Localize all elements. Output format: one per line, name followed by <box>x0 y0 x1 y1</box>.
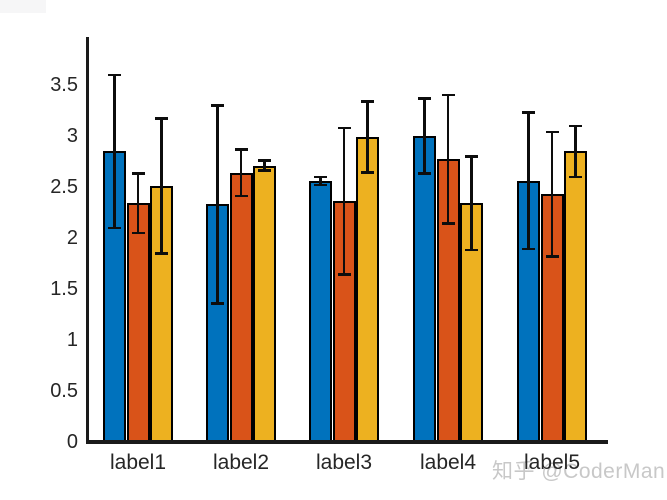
error-bar-cap-top <box>441 93 455 97</box>
error-bar-cap-top <box>337 126 351 130</box>
error-bar-line <box>366 101 369 173</box>
error-bar-cap-top <box>314 175 328 179</box>
error-bar-cap-top <box>568 124 582 128</box>
y-tick-label: 0 <box>66 431 78 453</box>
error-bar-line <box>470 156 473 251</box>
error-bar-line <box>527 112 530 250</box>
error-bar-cap-bottom <box>337 273 351 276</box>
y-tick-label: 3 <box>66 125 78 147</box>
error-bar-line <box>319 176 322 185</box>
error-bar-cap-top <box>522 111 536 114</box>
bar-blue-series-label3 <box>309 180 333 444</box>
error-bar-cap-bottom <box>211 302 225 305</box>
error-bar-cap-top <box>464 155 478 158</box>
error-bar-line <box>136 173 140 233</box>
x-category-label-label2: label2 <box>212 451 270 474</box>
y-axis-line <box>86 37 89 444</box>
x-category-label-label5: label5 <box>523 451 581 474</box>
error-bar-line <box>342 127 346 275</box>
error-bar-cap-top <box>418 97 432 100</box>
x-axis-line <box>86 440 608 444</box>
error-bar-line <box>263 160 266 171</box>
error-bar-cap-top <box>234 148 248 151</box>
error-bar-cap-bottom <box>360 171 374 174</box>
error-bar-cap-top <box>108 73 122 77</box>
error-bar-cap-bottom <box>234 194 248 198</box>
error-bar-cap-bottom <box>257 169 271 172</box>
error-bar-cap-top <box>257 159 271 162</box>
x-category-label-label1: label1 <box>109 451 167 474</box>
error-bar-line <box>446 95 450 224</box>
corner-artifact <box>0 0 46 13</box>
bar-yellow-series-label3 <box>355 137 379 444</box>
error-bar-line <box>423 98 426 174</box>
bar-yellow-series-label2 <box>252 165 276 444</box>
bar-orange-series-label2 <box>229 172 253 444</box>
error-bar-cap-bottom <box>108 226 122 230</box>
x-category-label-label3: label3 <box>315 451 373 474</box>
y-tick-label: 2.5 <box>50 176 78 198</box>
y-tick-label: 1.5 <box>50 278 78 300</box>
error-bar-cap-bottom <box>418 172 432 175</box>
error-bar-cap-top <box>360 100 374 103</box>
error-bar-cap-bottom <box>545 255 559 258</box>
error-bar-cap-bottom <box>568 175 582 179</box>
error-bar-line <box>160 118 163 254</box>
error-bar-cap-bottom <box>314 183 328 187</box>
error-bar-line <box>574 125 577 177</box>
y-tick-label: 2 <box>66 227 78 249</box>
error-bar-cap-top <box>545 130 559 134</box>
bar-blue-series-label4 <box>413 136 437 444</box>
error-bar-cap-bottom <box>441 222 455 225</box>
error-bar-line <box>113 74 116 228</box>
error-bar-cap-bottom <box>522 247 536 251</box>
watermark-text: 知乎 @CoderMan <box>492 460 666 483</box>
error-bar-cap-top <box>211 104 225 107</box>
error-bar-cap-bottom <box>464 248 478 252</box>
error-bar-cap-bottom <box>154 252 168 255</box>
error-bar-cap-top <box>154 117 168 120</box>
bar-yellow-series-label5 <box>563 151 587 444</box>
error-bar-line <box>550 131 554 257</box>
error-bar-line <box>216 105 219 304</box>
x-category-label-label4: label4 <box>419 451 477 474</box>
error-bar-line <box>239 149 243 197</box>
error-bar-cap-top <box>131 172 145 175</box>
bar-orange-series-label1 <box>126 203 150 444</box>
y-tick-label: 3.5 <box>50 74 78 96</box>
error-bar-cap-bottom <box>131 231 145 235</box>
y-tick-label: 0.5 <box>50 380 78 402</box>
y-tick-label: 1 <box>66 329 78 351</box>
